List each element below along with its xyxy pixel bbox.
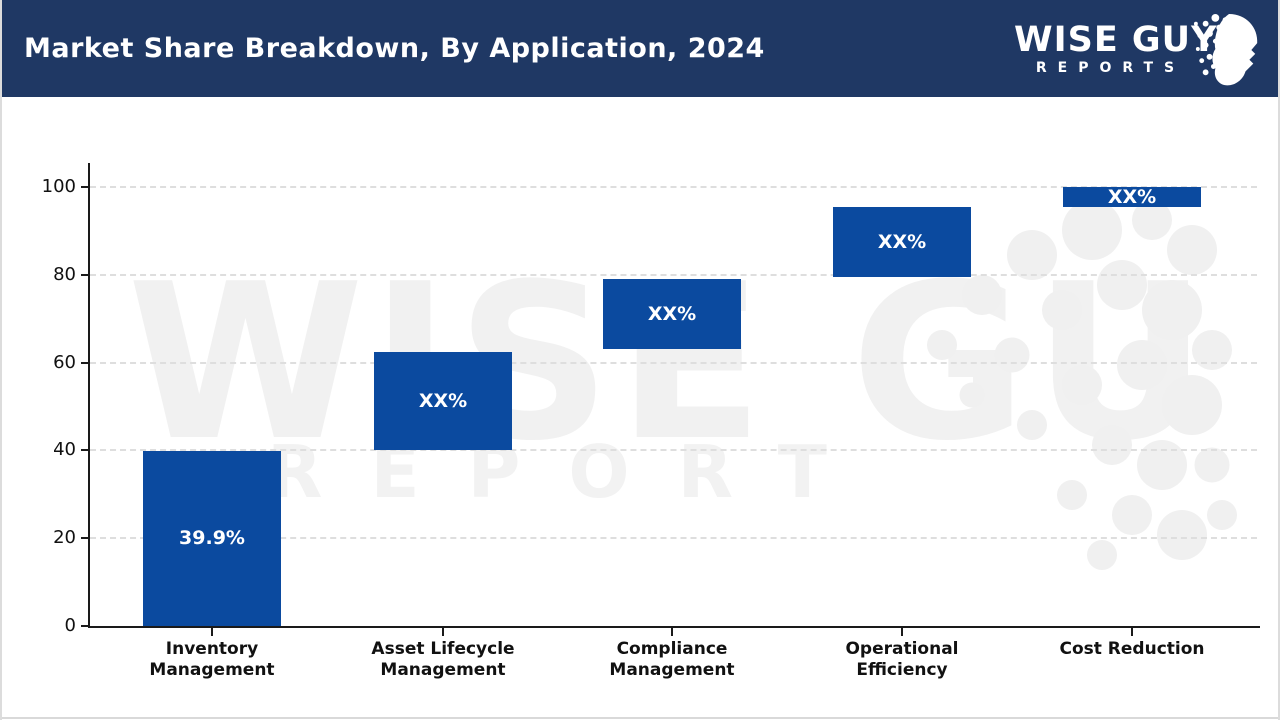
y-tick-mark-0: [81, 625, 89, 627]
bar-value-label-3: XX%: [877, 230, 927, 253]
y-tick-label-0: 0: [64, 615, 76, 636]
gridline-20: [90, 537, 1257, 540]
bar-1: XX%: [374, 351, 512, 451]
bar-0: 39.9%: [143, 450, 281, 626]
x-category-label-4: Cost Reduction: [1059, 639, 1205, 659]
x-axis-line: [88, 626, 1260, 628]
gridline-60: [90, 361, 1257, 364]
brand-logo-text: WISE GUY REPORTS: [1014, 20, 1218, 76]
x-category-label-2: Compliance Management: [609, 639, 735, 680]
y-tick-mark-100: [81, 186, 89, 188]
brand-logo: WISE GUY REPORTS: [1014, 6, 1264, 92]
y-tick-mark-80: [81, 273, 89, 276]
y-tick-label-80: 80: [53, 263, 76, 285]
y-axis-line: [88, 163, 90, 628]
bar-value-label-4: XX%: [1107, 185, 1157, 208]
y-tick-mark-40: [81, 449, 89, 452]
brand-subname: REPORTS: [1035, 60, 1186, 76]
x-category-label-0: Inventory Management: [149, 639, 275, 680]
x-category-label-1: Asset Lifecycle Management: [371, 639, 515, 680]
bar-value-label-0: 39.9%: [179, 527, 245, 550]
bar-3: XX%: [833, 206, 971, 277]
x-tick-mark-2: [671, 628, 673, 636]
y-tick-label-40: 40: [53, 439, 76, 461]
gridline-40: [90, 449, 1257, 452]
x-tick-mark-3: [901, 628, 903, 636]
gridline-100: [90, 186, 1257, 188]
y-tick-mark-20: [81, 537, 89, 540]
bottom-border-rule: [2, 717, 1278, 719]
gridline-80: [90, 273, 1257, 276]
x-category-label-3: Operational Efficiency: [845, 639, 959, 680]
header-band: Market Share Breakdown, By Application, …: [2, 0, 1278, 97]
y-tick-mark-60: [81, 361, 89, 364]
brand-name: WISE GUY: [1014, 20, 1218, 60]
y-tick-label-100: 100: [41, 176, 76, 197]
page-title: Market Share Breakdown, By Application, …: [24, 33, 765, 64]
y-tick-label-20: 20: [53, 527, 76, 549]
brand-face-dots-icon: [1193, 13, 1258, 86]
bar-4: XX%: [1063, 185, 1201, 208]
bar-value-label-1: XX%: [418, 390, 468, 412]
x-tick-mark-4: [1131, 628, 1133, 636]
bar-value-label-2: XX%: [647, 303, 697, 326]
x-tick-mark-0: [211, 628, 213, 636]
bar-2: XX%: [603, 279, 741, 350]
x-tick-mark-1: [442, 628, 444, 636]
y-tick-label-60: 60: [53, 351, 76, 373]
